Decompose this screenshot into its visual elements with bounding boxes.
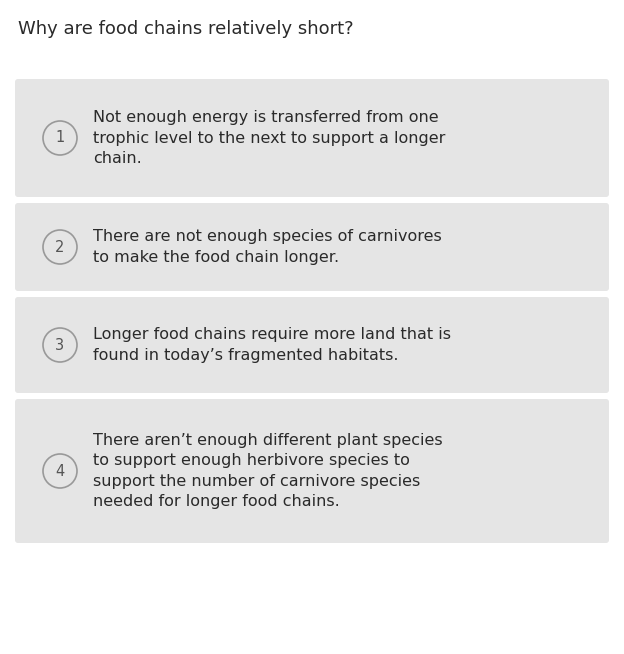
Text: Not enough energy is transferred from one
trophic level to the next to support a: Not enough energy is transferred from on…	[93, 110, 446, 166]
Text: 3: 3	[56, 337, 64, 353]
Circle shape	[43, 454, 77, 488]
FancyBboxPatch shape	[15, 297, 609, 393]
Text: 4: 4	[56, 464, 65, 479]
Text: 1: 1	[56, 131, 65, 145]
FancyBboxPatch shape	[15, 79, 609, 197]
Text: There are not enough species of carnivores
to make the food chain longer.: There are not enough species of carnivor…	[93, 230, 442, 265]
Circle shape	[43, 328, 77, 362]
Text: There aren’t enough different plant species
to support enough herbivore species : There aren’t enough different plant spec…	[93, 433, 442, 509]
Text: Longer food chains require more land that is
found in today’s fragmented habitat: Longer food chains require more land tha…	[93, 327, 451, 363]
FancyBboxPatch shape	[15, 399, 609, 543]
Circle shape	[43, 121, 77, 155]
Text: Why are food chains relatively short?: Why are food chains relatively short?	[18, 20, 354, 38]
Circle shape	[43, 230, 77, 264]
Text: 2: 2	[56, 239, 65, 254]
FancyBboxPatch shape	[15, 203, 609, 291]
